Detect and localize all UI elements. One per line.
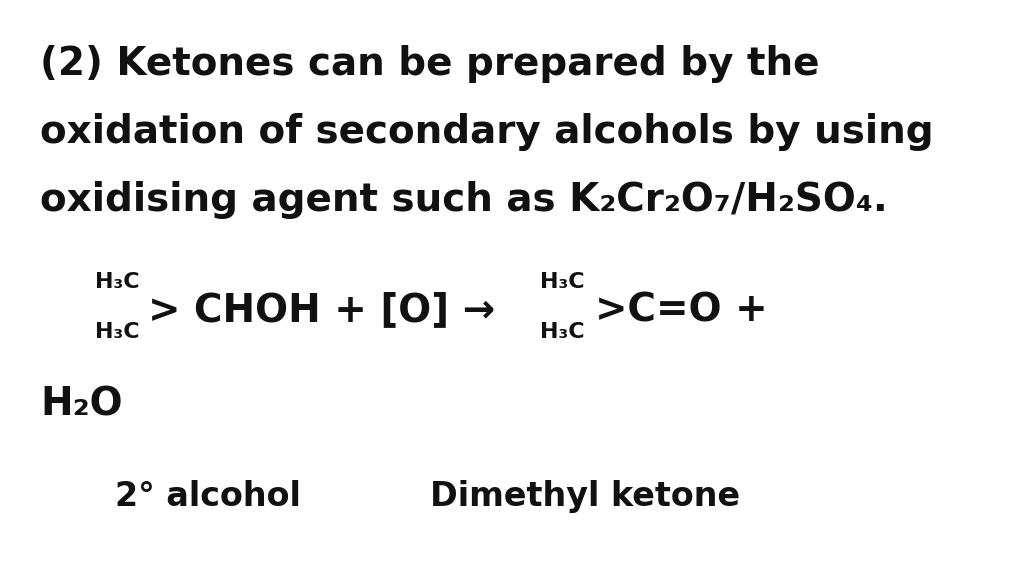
Text: > CHOH + [O] →: > CHOH + [O] → (148, 291, 496, 329)
Text: H₃C: H₃C (95, 272, 139, 292)
Text: oxidation of secondary alcohols by using: oxidation of secondary alcohols by using (40, 113, 934, 151)
Text: (2) Ketones can be prepared by the: (2) Ketones can be prepared by the (40, 45, 819, 83)
Text: H₃C: H₃C (540, 272, 585, 292)
Text: oxidising agent such as K₂Cr₂O₇/H₂SO₄.: oxidising agent such as K₂Cr₂O₇/H₂SO₄. (40, 181, 888, 219)
Text: 2° alcohol: 2° alcohol (115, 480, 301, 513)
Text: H₃C: H₃C (540, 322, 585, 342)
Text: Dimethyl ketone: Dimethyl ketone (430, 480, 740, 513)
Text: >C=O +: >C=O + (595, 291, 768, 329)
Text: H₂O: H₂O (40, 385, 123, 423)
Text: H₃C: H₃C (95, 322, 139, 342)
